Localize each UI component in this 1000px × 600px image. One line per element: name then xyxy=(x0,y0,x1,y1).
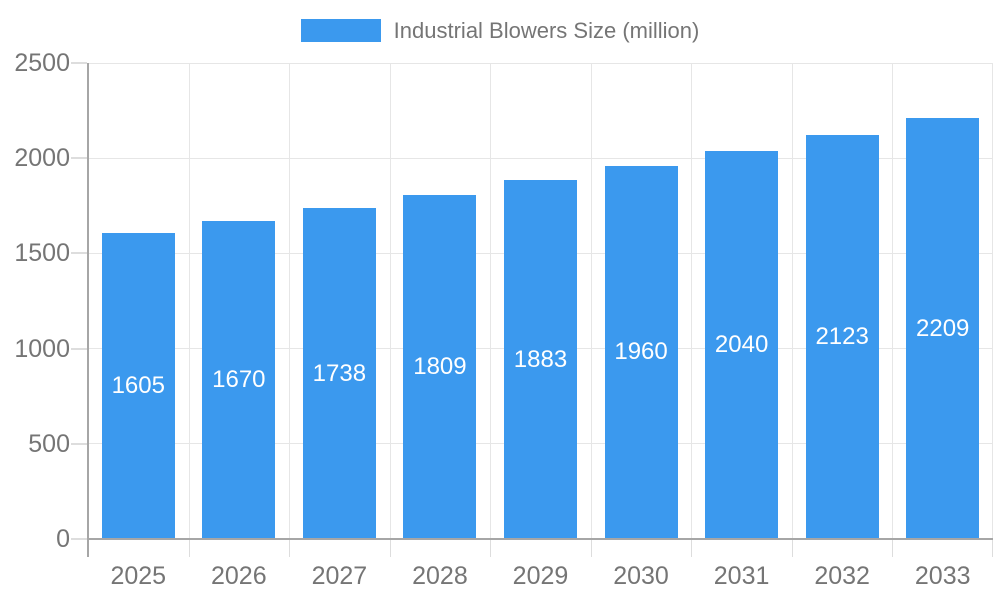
x-axis-tick-label: 2033 xyxy=(914,562,971,590)
x-axis-tick-label: 2031 xyxy=(713,562,770,590)
bar-2029[interactable]: 1883 xyxy=(504,180,577,539)
y-axis-tick xyxy=(71,62,87,64)
legend-swatch-icon xyxy=(300,19,381,42)
bar-2032[interactable]: 2123 xyxy=(805,134,879,539)
y-axis-tick xyxy=(71,442,87,445)
y-axis-tick-label: 2500 xyxy=(14,49,70,77)
bar-value-label: 1738 xyxy=(312,359,367,387)
y-axis-line xyxy=(87,63,89,557)
x-gridline xyxy=(791,63,793,539)
x-axis-tick xyxy=(490,539,492,557)
bar-value-label: 1883 xyxy=(513,345,568,373)
x-gridline xyxy=(691,63,693,539)
y-axis-tick-label: 0 xyxy=(56,525,70,553)
x-gridline xyxy=(992,63,993,539)
x-axis-tick xyxy=(289,539,291,557)
y-gridline xyxy=(88,157,993,159)
x-axis-tick-label: 2030 xyxy=(613,562,669,590)
bar-value-label: 1809 xyxy=(413,352,467,380)
y-axis-tick xyxy=(71,347,87,350)
y-axis-tick xyxy=(71,157,87,160)
x-axis-tick xyxy=(389,539,391,557)
x-gridline xyxy=(188,63,190,539)
bar-2031[interactable]: 2040 xyxy=(705,150,779,539)
x-gridline xyxy=(892,63,894,539)
bar-2033[interactable]: 2209 xyxy=(906,118,980,539)
bar-value-label: 2040 xyxy=(714,330,769,358)
x-axis-tick xyxy=(892,539,894,557)
bar-value-label: 1960 xyxy=(614,338,668,366)
bar-2027[interactable]: 1738 xyxy=(302,208,376,539)
x-axis-tick xyxy=(791,539,793,557)
y-axis-tick-label: 1000 xyxy=(14,334,70,363)
y-axis-tick xyxy=(71,252,87,255)
bar-2025[interactable]: 1605 xyxy=(101,233,175,539)
x-axis-tick-label: 2025 xyxy=(110,562,167,590)
x-axis-tick-label: 2027 xyxy=(311,562,368,590)
x-axis-line xyxy=(88,538,993,540)
bar-value-label: 1605 xyxy=(111,372,165,400)
bar-2026[interactable]: 1670 xyxy=(202,221,276,539)
bar-value-label: 1670 xyxy=(212,366,266,394)
x-gridline xyxy=(590,63,592,539)
bar-value-label: 2123 xyxy=(815,322,869,350)
x-axis-tick-label: 2028 xyxy=(412,562,468,590)
x-gridline xyxy=(490,63,492,539)
y-axis-tick-label: 1500 xyxy=(14,239,70,268)
x-axis-tick-label: 2032 xyxy=(814,562,870,590)
x-gridline xyxy=(389,63,391,539)
bar-2028[interactable]: 1809 xyxy=(403,194,477,539)
x-axis-tick xyxy=(590,539,592,557)
x-axis-tick xyxy=(188,539,190,557)
y-axis-tick xyxy=(71,538,87,540)
y-gridline xyxy=(88,62,993,64)
bar-2030[interactable]: 1960 xyxy=(604,165,678,539)
chart-legend[interactable]: Industrial Blowers Size (million) xyxy=(0,19,1000,42)
x-axis-tick xyxy=(691,539,693,557)
bar-value-label: 2209 xyxy=(916,314,970,342)
x-gridline xyxy=(289,63,291,539)
y-axis-tick-label: 500 xyxy=(28,429,70,458)
legend-label: Industrial Blowers Size (million) xyxy=(393,18,700,43)
x-axis-tick xyxy=(992,539,993,557)
x-axis-tick-label: 2029 xyxy=(512,562,569,590)
x-axis-tick-label: 2026 xyxy=(211,562,267,590)
plot-area: 1605 1670 1738 1809 1883 1960 2040 2123 2209 xyxy=(88,62,993,540)
y-axis-tick-label: 2000 xyxy=(14,144,70,173)
